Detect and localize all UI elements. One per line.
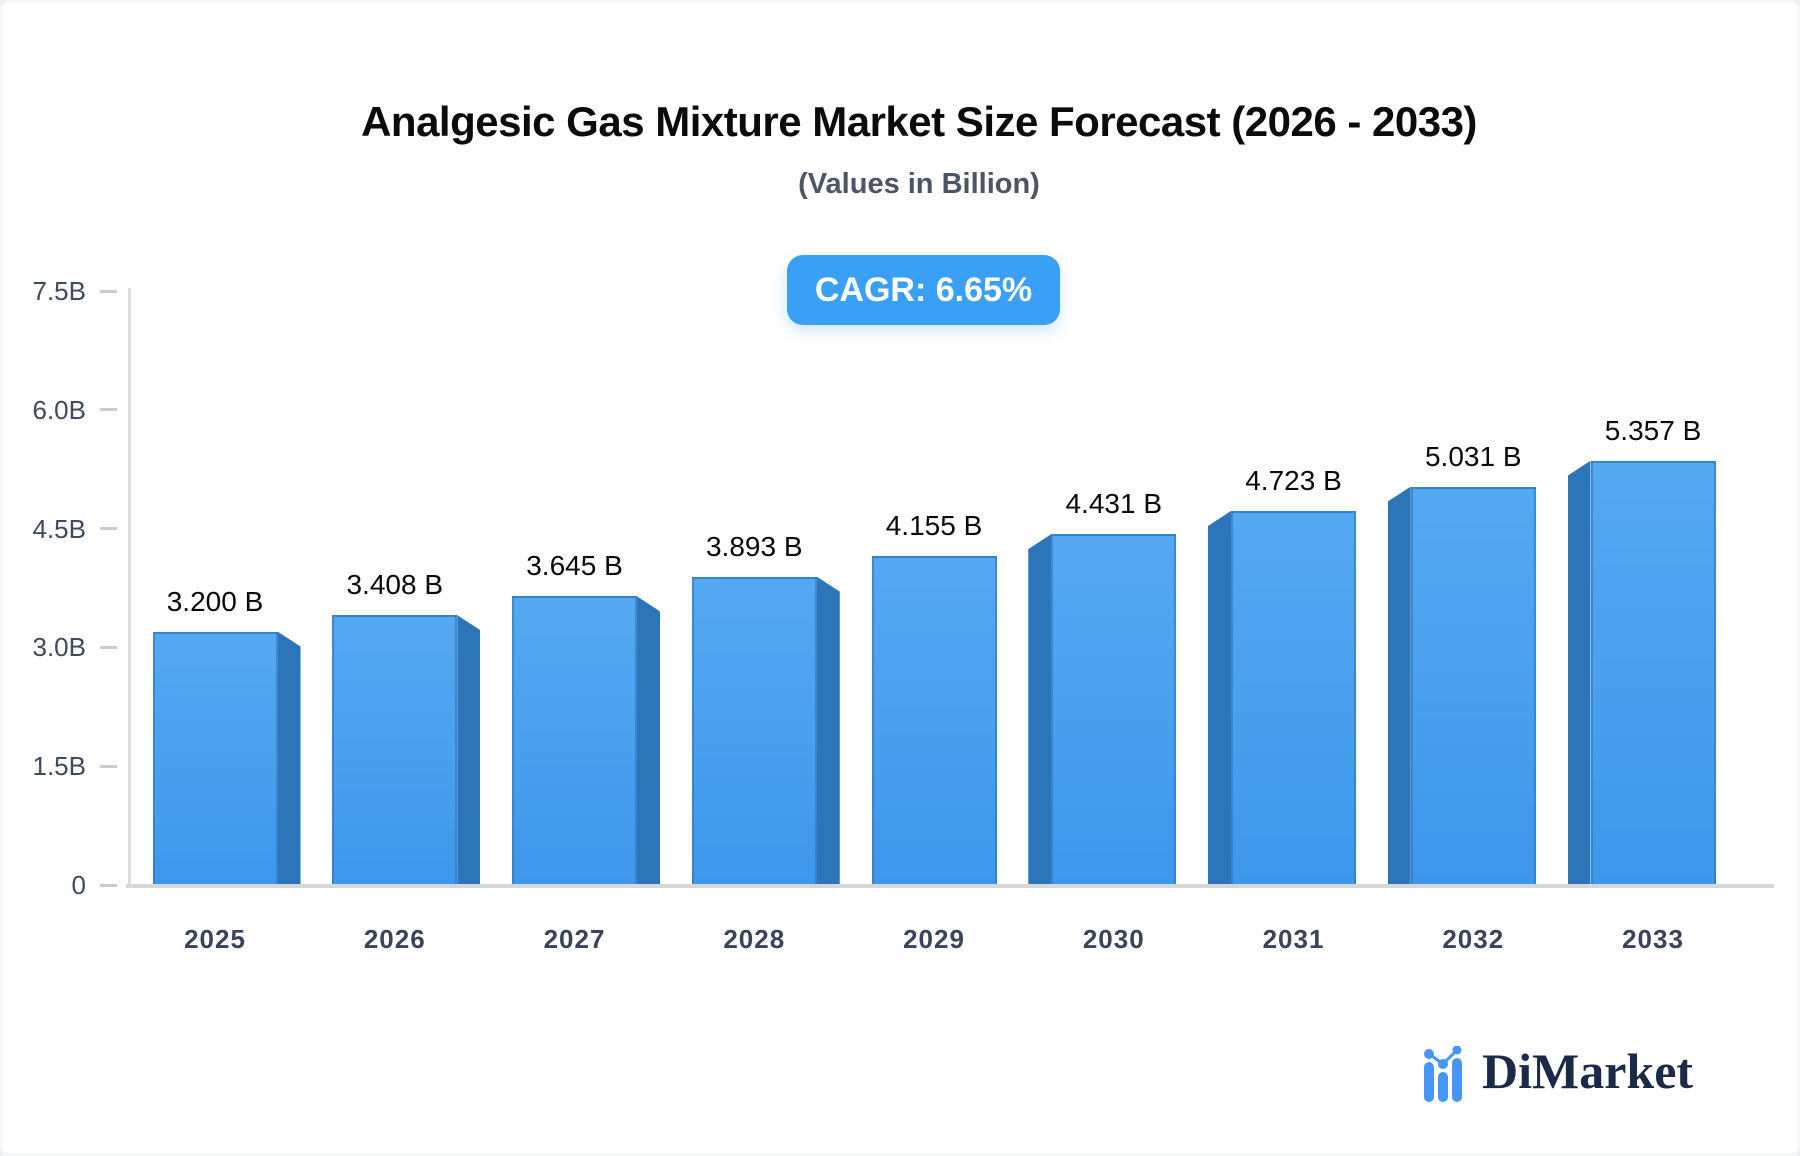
x-tick-label: 2029 — [903, 924, 965, 954]
bar-face — [691, 576, 817, 884]
bar-value-label: 4.431 B — [1065, 488, 1163, 520]
bar-side-shadow — [1567, 460, 1591, 884]
bar-side-shadow — [1208, 510, 1231, 884]
bar-value-label: 5.357 B — [1604, 414, 1702, 446]
y-tick-dash — [100, 527, 117, 531]
x-tick-label: 2031 — [1262, 924, 1325, 954]
bar-face — [332, 615, 458, 884]
x-axis-baseline — [126, 884, 1774, 888]
bar-side-shadow — [277, 631, 301, 884]
y-tick-dash — [100, 408, 117, 412]
y-tick-dash — [100, 883, 117, 887]
y-tick-label: 0 — [71, 870, 86, 900]
bar-face — [1410, 486, 1536, 884]
cagr-badge: CAGR: 6.65% — [787, 255, 1060, 325]
bar-value-label: 5.031 B — [1424, 440, 1522, 472]
x-tick-label: 2025 — [184, 924, 246, 954]
y-tick-dash — [100, 289, 117, 293]
chart-subtitle: (Values in Billion) — [798, 168, 1040, 200]
bar-face — [152, 631, 278, 884]
x-tick-label: 2026 — [363, 924, 426, 954]
x-tick-label: 2028 — [723, 924, 786, 954]
bar-value-label: 3.893 B — [705, 530, 803, 562]
bar-side-shadow — [1387, 486, 1411, 884]
bar-face — [512, 596, 637, 884]
y-tick-label: 7.5B — [32, 276, 87, 306]
bar-value-label: 3.645 B — [526, 550, 623, 582]
cagr-badge-label: CAGR: 6.65% — [814, 270, 1033, 309]
bar-value-label: 3.408 B — [346, 569, 444, 601]
bar-value-label: 3.200 B — [166, 585, 264, 617]
bar-face — [1231, 510, 1356, 884]
bar-face — [871, 555, 997, 884]
x-tick-label: 2032 — [1442, 924, 1505, 954]
bar-value-label: 4.723 B — [1245, 464, 1342, 496]
y-tick-label: 1.5B — [32, 751, 87, 782]
chart-title: Analgesic Gas Mixture Market Size Foreca… — [361, 98, 1477, 145]
bar-value-label: 4.155 B — [885, 509, 983, 541]
x-tick-label: 2030 — [1082, 924, 1145, 954]
y-tick-label: 4.5B — [32, 513, 87, 544]
y-tick-label: 6.0B — [32, 394, 87, 425]
bar-side-shadow — [1028, 534, 1052, 884]
bar-chart-sparkline-icon — [1424, 1046, 1462, 1102]
y-tick-dash — [100, 764, 117, 768]
brand-name: DiMarket — [1482, 1043, 1694, 1099]
y-tick-label: 3.0B — [32, 632, 87, 663]
y-axis-line — [128, 288, 131, 886]
bar-face — [1051, 534, 1177, 884]
bar-side-shadow — [637, 596, 660, 884]
bar-face — [1590, 460, 1716, 884]
y-tick-dash — [100, 645, 117, 649]
x-tick-label: 2033 — [1622, 924, 1684, 954]
bar-side-shadow — [816, 576, 840, 884]
x-tick-label: 2027 — [543, 924, 606, 954]
brand-logo: DiMarket — [1424, 1040, 1693, 1102]
bar-side-shadow — [457, 615, 481, 884]
